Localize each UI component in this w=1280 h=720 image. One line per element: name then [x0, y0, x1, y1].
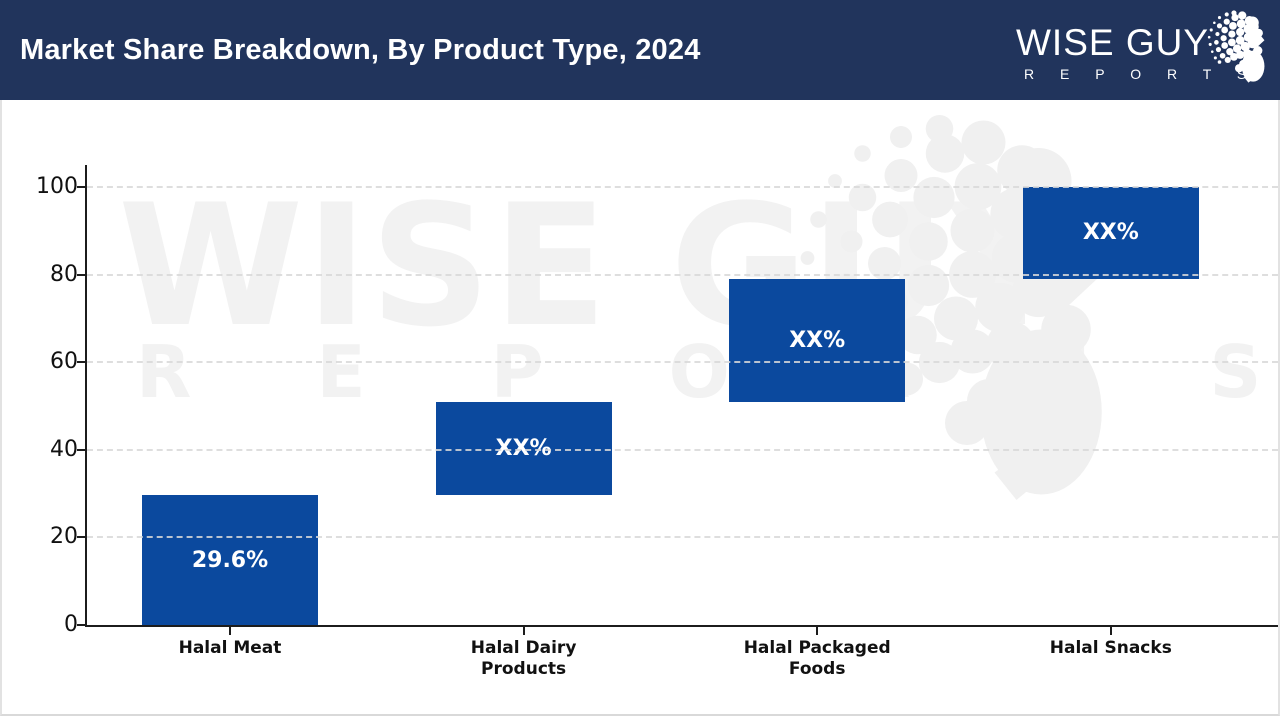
y-tick-label: 40 — [50, 436, 78, 462]
wise-guy-reports-logo: WISE GUY R E P O R T S — [1016, 8, 1266, 94]
logo-text: WISE GUY R E P O R T S — [1016, 22, 1258, 82]
x-tick-mark — [522, 627, 525, 635]
y-tick-mark — [77, 448, 85, 451]
bar-value-label: XX% — [789, 327, 846, 353]
y-tick-mark — [77, 536, 85, 539]
y-tick-mark — [77, 273, 85, 276]
logo-sub-text: R E P O R T S — [1024, 66, 1258, 82]
gridline — [87, 273, 1278, 276]
x-tick-mark — [1109, 627, 1112, 635]
y-tick-label: 80 — [50, 261, 78, 287]
bar-value-label: XX% — [1082, 220, 1139, 246]
y-tick-mark — [77, 624, 85, 626]
gridline — [87, 186, 1278, 188]
y-tick-mark — [77, 361, 85, 364]
y-axis-line — [85, 165, 87, 627]
y-tick-label: 60 — [50, 349, 78, 375]
x-category-label: Halal Packaged Foods — [743, 638, 891, 679]
gridline — [87, 536, 1278, 539]
y-tick-label: 100 — [36, 174, 78, 199]
bar-3: XX% — [729, 278, 906, 402]
chart-title: Market Share Breakdown, By Product Type,… — [20, 33, 701, 66]
bar-4: XX% — [1022, 187, 1199, 279]
gridline — [87, 361, 1278, 364]
bar-1: 29.6% — [142, 495, 318, 625]
y-tick-label: 0 — [64, 612, 78, 637]
y-tick-label: 20 — [50, 524, 78, 550]
bar-value-label: 29.6% — [191, 547, 269, 573]
x-axis-line — [85, 625, 1278, 627]
header-bar: Market Share Breakdown, By Product Type,… — [0, 0, 1280, 100]
logo-name-text: WISE GUY — [1016, 22, 1210, 63]
x-tick-mark — [229, 627, 231, 635]
bar-value-label: XX% — [495, 435, 552, 461]
bar-2: XX% — [435, 401, 612, 496]
x-category-label: Halal Dairy Products — [470, 638, 577, 679]
x-tick-mark — [816, 627, 819, 635]
gridline — [87, 448, 1278, 451]
y-tick-mark — [77, 186, 85, 188]
x-category-label: Halal Snacks — [1049, 638, 1172, 658]
x-category-label: Halal Meat — [178, 638, 282, 658]
